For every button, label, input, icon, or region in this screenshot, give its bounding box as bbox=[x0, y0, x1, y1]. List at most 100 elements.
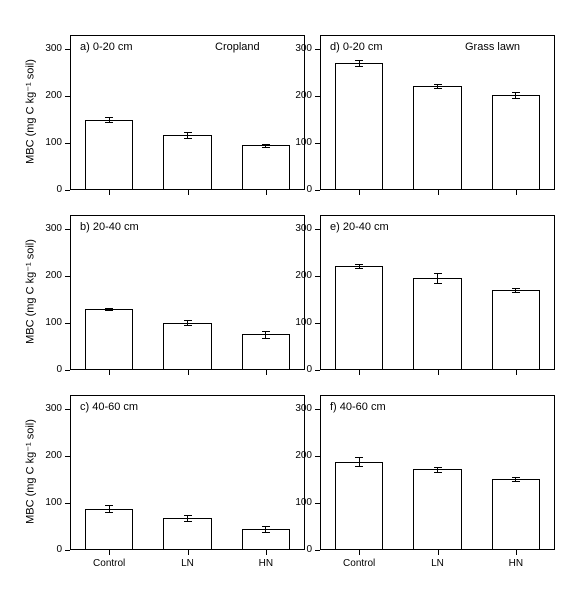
error-cap bbox=[355, 268, 363, 269]
error-cap bbox=[184, 138, 192, 139]
error-cap bbox=[512, 477, 520, 478]
y-tick-label: 100 bbox=[35, 137, 62, 148]
panel-label-e: e) 20-40 cm bbox=[330, 221, 389, 233]
y-tick-label: 300 bbox=[285, 43, 312, 54]
x-tick bbox=[266, 370, 267, 375]
x-tick bbox=[109, 370, 110, 375]
y-tick bbox=[65, 550, 70, 551]
y-tick bbox=[315, 96, 320, 97]
figure-container: 0100200300a) 0-20 cmCroplandMBC (mg C kg… bbox=[0, 0, 583, 600]
y-tick-label: 0 bbox=[35, 544, 62, 555]
y-tick-label: 100 bbox=[285, 137, 312, 148]
error-cap bbox=[184, 325, 192, 326]
x-tick-label: Control bbox=[343, 558, 375, 569]
y-tick bbox=[65, 96, 70, 97]
y-axis-label: MBC (mg C kg⁻¹ soil) bbox=[24, 401, 37, 541]
y-tick-label: 0 bbox=[285, 364, 312, 375]
panel-label-c: c) 40-60 cm bbox=[80, 401, 138, 413]
x-tick bbox=[438, 190, 439, 195]
y-tick-label: 300 bbox=[35, 43, 62, 54]
y-tick bbox=[65, 503, 70, 504]
bar-e-control bbox=[335, 266, 384, 370]
y-tick-label: 0 bbox=[285, 184, 312, 195]
x-tick bbox=[188, 190, 189, 195]
error-cap bbox=[184, 521, 192, 522]
bar-f-hn bbox=[492, 479, 541, 550]
error-cap bbox=[105, 122, 113, 123]
y-tick bbox=[315, 190, 320, 191]
error-cap bbox=[105, 512, 113, 513]
x-tick-label: LN bbox=[431, 558, 444, 569]
y-tick-label: 200 bbox=[35, 90, 62, 101]
x-tick bbox=[438, 370, 439, 375]
error-cap bbox=[512, 481, 520, 482]
error-cap bbox=[434, 84, 442, 85]
x-tick bbox=[109, 550, 110, 555]
error-cap bbox=[512, 288, 520, 289]
error-cap bbox=[512, 98, 520, 99]
x-tick bbox=[266, 550, 267, 555]
error-cap bbox=[184, 132, 192, 133]
bar-b-hn bbox=[242, 334, 291, 370]
error-cap bbox=[105, 117, 113, 118]
y-tick-label: 300 bbox=[35, 223, 62, 234]
bar-d-control bbox=[335, 63, 384, 190]
y-tick bbox=[315, 323, 320, 324]
bar-b-ln bbox=[163, 323, 212, 370]
y-tick-label: 200 bbox=[35, 270, 62, 281]
y-tick bbox=[315, 409, 320, 410]
bar-c-control bbox=[85, 509, 134, 550]
error-cap bbox=[105, 308, 113, 309]
y-tick bbox=[315, 370, 320, 371]
y-tick bbox=[65, 370, 70, 371]
error-cap bbox=[262, 147, 270, 148]
y-tick bbox=[65, 143, 70, 144]
y-tick bbox=[65, 409, 70, 410]
bar-c-ln bbox=[163, 518, 212, 550]
error-cap bbox=[434, 273, 442, 274]
error-cap bbox=[355, 457, 363, 458]
bar-f-control bbox=[335, 462, 384, 550]
error-cap bbox=[512, 92, 520, 93]
error-cap bbox=[434, 88, 442, 89]
y-tick-label: 200 bbox=[285, 450, 312, 461]
error-cap bbox=[355, 60, 363, 61]
panel-label-a: a) 0-20 cm bbox=[80, 41, 133, 53]
bar-a-hn bbox=[242, 145, 291, 190]
y-tick-label: 100 bbox=[35, 317, 62, 328]
y-tick bbox=[65, 323, 70, 324]
error-cap bbox=[262, 144, 270, 145]
y-tick bbox=[315, 229, 320, 230]
panel-label-b: b) 20-40 cm bbox=[80, 221, 139, 233]
y-tick-label: 200 bbox=[285, 90, 312, 101]
y-tick-label: 200 bbox=[285, 270, 312, 281]
y-tick bbox=[65, 276, 70, 277]
y-tick-label: 0 bbox=[35, 184, 62, 195]
y-tick-label: 100 bbox=[285, 317, 312, 328]
y-tick-label: 300 bbox=[285, 403, 312, 414]
x-tick bbox=[188, 550, 189, 555]
y-tick-label: 300 bbox=[285, 223, 312, 234]
x-tick bbox=[359, 370, 360, 375]
bar-b-control bbox=[85, 309, 134, 370]
error-cap bbox=[512, 292, 520, 293]
panel-label-d: d) 0-20 cm bbox=[330, 41, 383, 53]
x-tick-label: HN bbox=[259, 558, 273, 569]
error-cap bbox=[262, 338, 270, 339]
y-axis-label: MBC (mg C kg⁻¹ soil) bbox=[24, 221, 37, 361]
error-cap bbox=[184, 320, 192, 321]
bar-d-hn bbox=[492, 95, 541, 190]
y-tick-label: 300 bbox=[35, 403, 62, 414]
error-cap bbox=[262, 526, 270, 527]
x-tick bbox=[516, 550, 517, 555]
bar-e-hn bbox=[492, 290, 541, 370]
y-axis-label: MBC (mg C kg⁻¹ soil) bbox=[24, 41, 37, 181]
error-cap bbox=[355, 264, 363, 265]
y-tick bbox=[315, 49, 320, 50]
x-tick bbox=[438, 550, 439, 555]
y-tick bbox=[315, 550, 320, 551]
x-tick bbox=[359, 190, 360, 195]
error-cap bbox=[184, 515, 192, 516]
error-bar bbox=[437, 273, 438, 282]
panel-label-f: f) 40-60 cm bbox=[330, 401, 386, 413]
